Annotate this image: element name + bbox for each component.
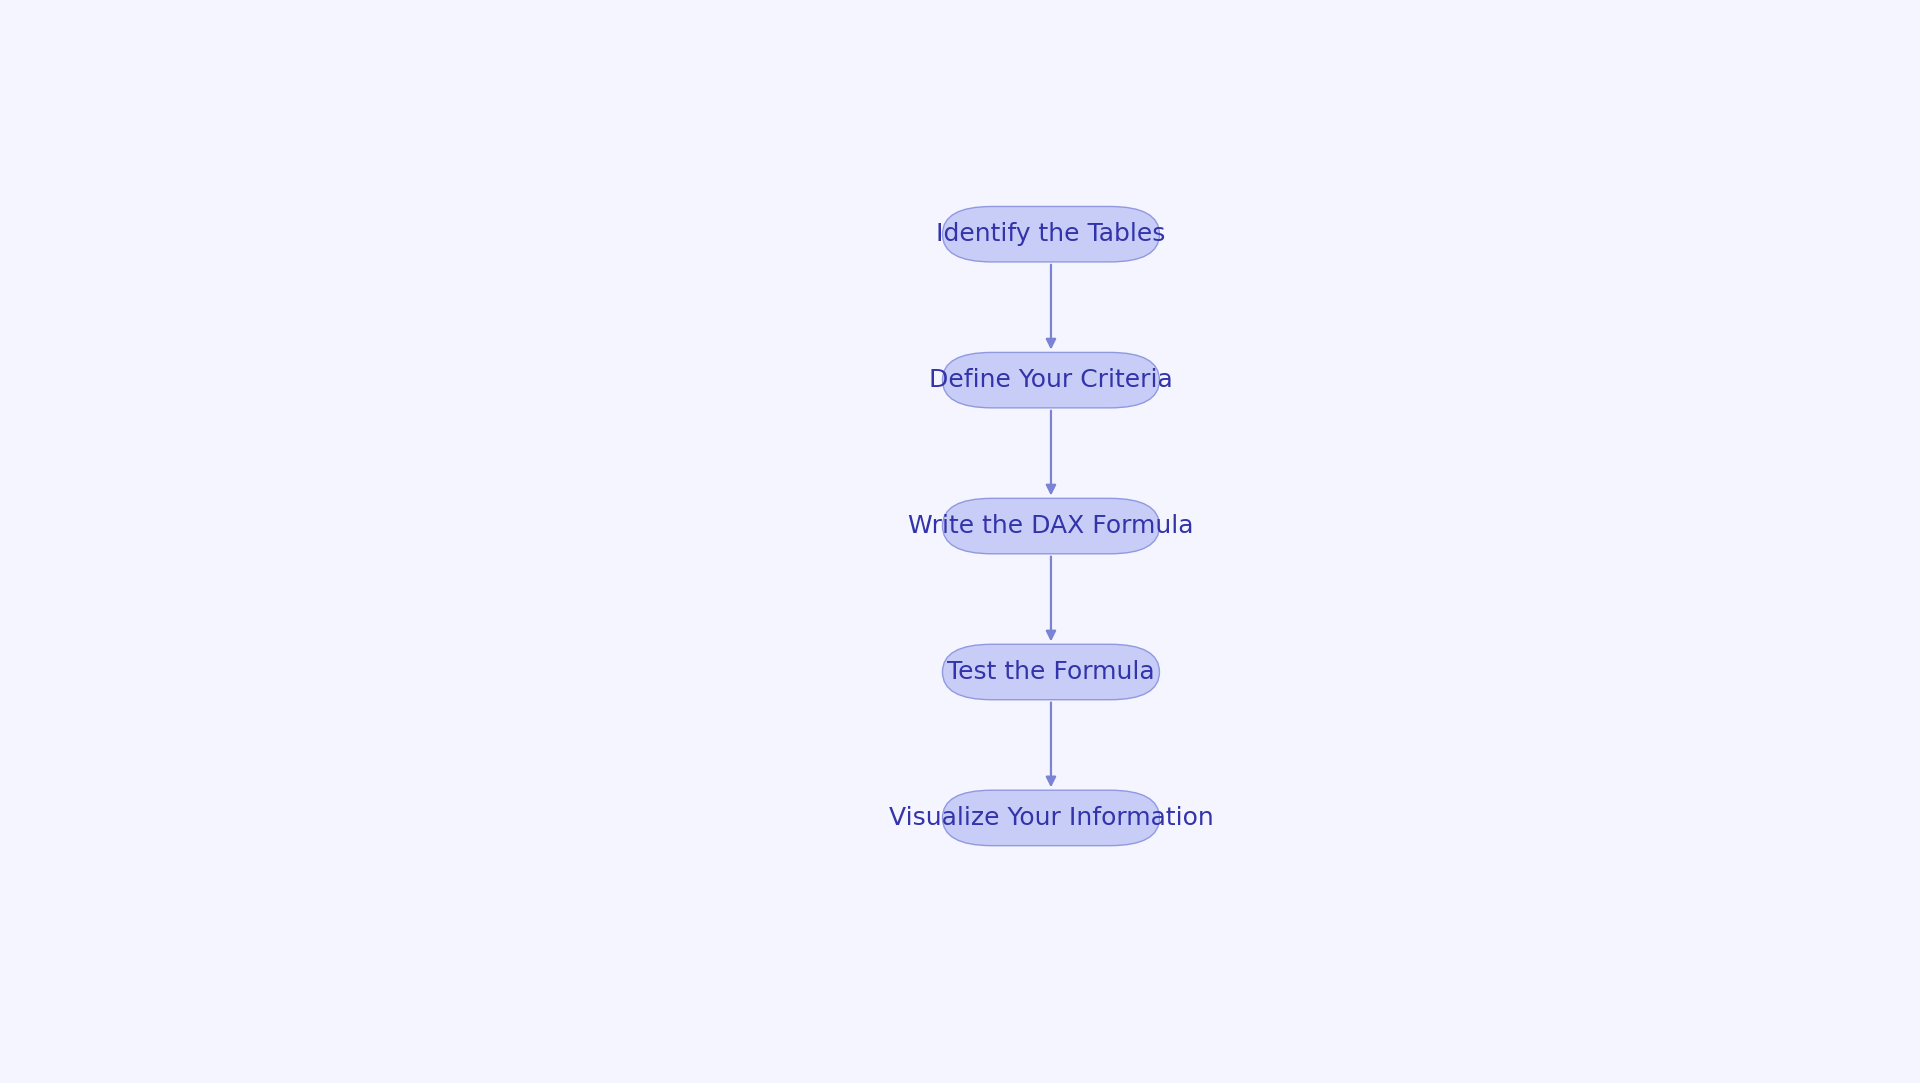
FancyBboxPatch shape <box>943 207 1160 262</box>
Text: Visualize Your Information: Visualize Your Information <box>889 806 1213 830</box>
Text: Write the DAX Formula: Write the DAX Formula <box>908 514 1194 538</box>
Text: Test the Formula: Test the Formula <box>947 660 1154 684</box>
FancyBboxPatch shape <box>943 352 1160 408</box>
FancyBboxPatch shape <box>943 644 1160 700</box>
FancyBboxPatch shape <box>943 498 1160 553</box>
FancyBboxPatch shape <box>943 791 1160 846</box>
Text: Identify the Tables: Identify the Tables <box>937 222 1165 246</box>
Text: Define Your Criteria: Define Your Criteria <box>929 368 1173 392</box>
